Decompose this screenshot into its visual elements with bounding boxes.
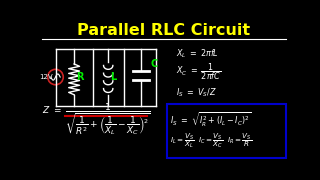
Text: Parallel RLC Circuit: Parallel RLC Circuit (77, 23, 251, 38)
Text: C: C (150, 59, 157, 69)
Text: L: L (110, 72, 117, 82)
Text: R: R (76, 72, 84, 82)
Text: $Z\ =\ \dfrac{1}{\sqrt{\dfrac{1}{R^2}+\left(\dfrac{1}{X_L}-\dfrac{1}{X_C}\right): $Z\ =\ \dfrac{1}{\sqrt{\dfrac{1}{R^2}+\l… (42, 102, 150, 138)
Text: $I_S\ =\ V_S/Z$: $I_S\ =\ V_S/Z$ (176, 87, 216, 100)
Text: $X_C\ =\ \dfrac{1}{2\pi fC}$: $X_C\ =\ \dfrac{1}{2\pi fC}$ (176, 61, 221, 82)
Text: $X_L\ =\ 2\pi fL$: $X_L\ =\ 2\pi fL$ (176, 48, 219, 60)
Text: $I_L=\dfrac{V_S}{X_L}\ \ I_C=\dfrac{V_S}{X_C}\ \ I_R=\dfrac{V_S}{R}$: $I_L=\dfrac{V_S}{X_L}\ \ I_C=\dfrac{V_S}… (170, 132, 252, 150)
Text: $I_S\ =\ \sqrt{I_R^2+(I_L-I_C)^2}$: $I_S\ =\ \sqrt{I_R^2+(I_L-I_C)^2}$ (170, 110, 252, 129)
Text: 12V: 12V (39, 74, 53, 80)
